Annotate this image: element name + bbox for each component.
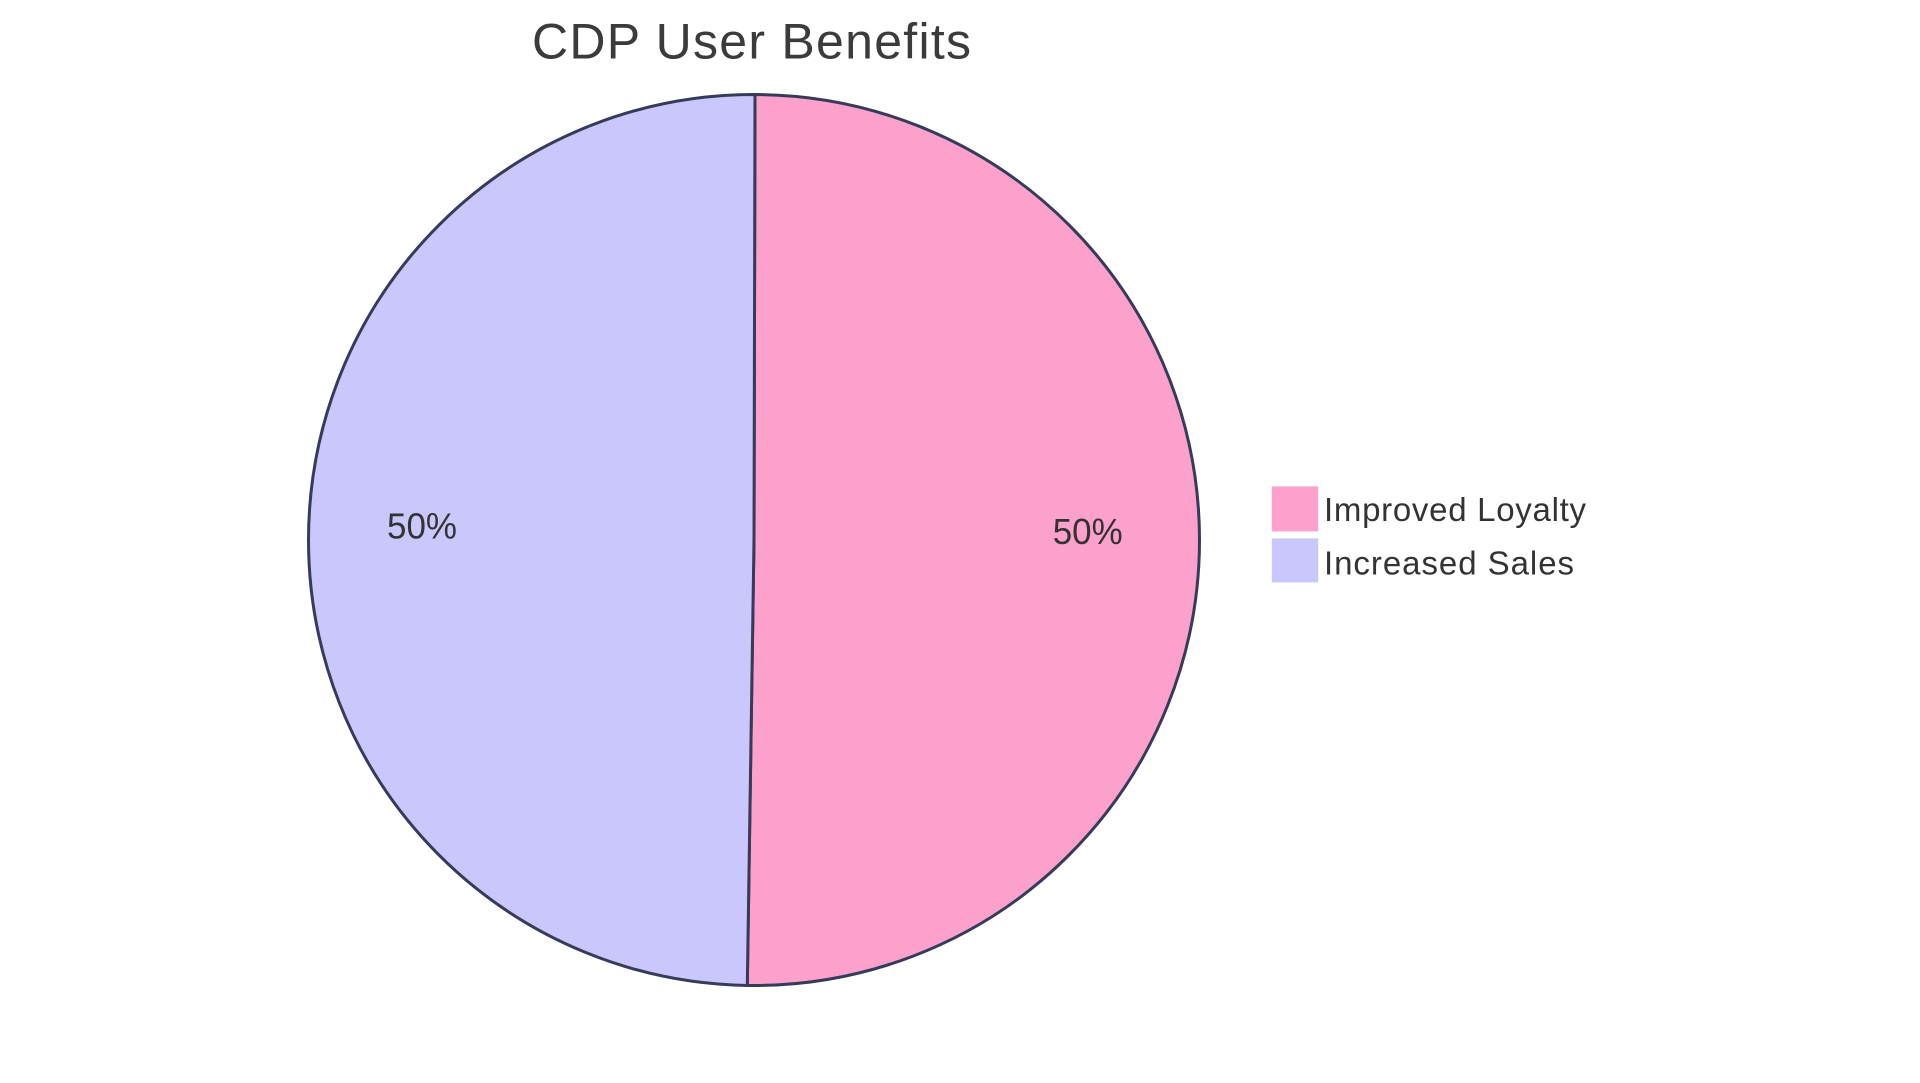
svg-text:50%: 50% xyxy=(387,506,457,547)
svg-text:Increased Sales: Increased Sales xyxy=(1324,544,1574,581)
svg-text:50%: 50% xyxy=(1053,511,1123,552)
svg-text:Improved Loyalty: Improved Loyalty xyxy=(1324,491,1587,528)
svg-text:CDP User Benefits: CDP User Benefits xyxy=(532,14,971,70)
